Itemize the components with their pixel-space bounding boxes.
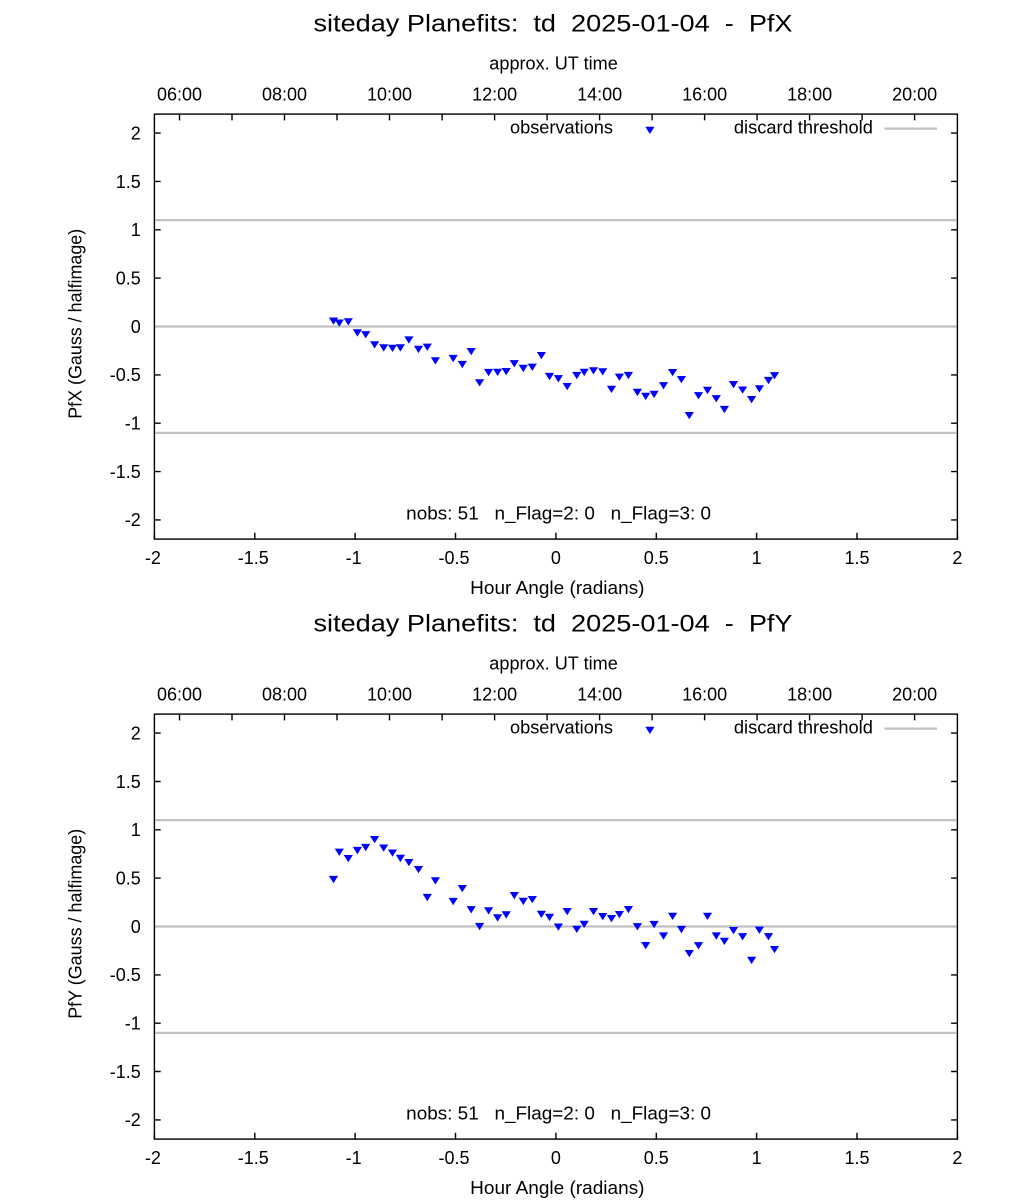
svg-text:1.5: 1.5 [844, 548, 869, 568]
svg-text:12:00: 12:00 [472, 685, 517, 705]
svg-text:0: 0 [131, 317, 141, 337]
svg-text:2: 2 [952, 548, 962, 568]
svg-text:1: 1 [752, 1148, 762, 1168]
svg-text:-0.5: -0.5 [110, 365, 141, 385]
svg-text:Hour Angle (radians): Hour Angle (radians) [470, 578, 644, 598]
svg-text:observations: observations [510, 718, 613, 738]
svg-text:PfY (Gauss / halfimage): PfY (Gauss / halfimage) [66, 829, 86, 1019]
svg-text:siteday Planefits: td 2025-0: siteday Planefits: td 2025-01-04 - PfY [314, 610, 793, 637]
svg-text:2: 2 [131, 123, 141, 143]
svg-text:-1.5: -1.5 [110, 462, 141, 482]
svg-text:1.5: 1.5 [116, 772, 141, 792]
svg-text:0.5: 0.5 [116, 268, 141, 288]
svg-text:nobs: 51 n_Flag=2: 0 n_Fla: nobs: 51 n_Flag=2: 0 n_Flag=3: 0 [406, 504, 711, 525]
svg-text:Hour Angle (radians): Hour Angle (radians) [470, 1178, 644, 1198]
svg-text:-1: -1 [125, 414, 141, 434]
svg-text:06:00: 06:00 [157, 85, 202, 105]
svg-text:06:00: 06:00 [157, 685, 202, 705]
svg-text:approx. UT time: approx. UT time [489, 54, 618, 74]
svg-text:-2: -2 [125, 1110, 141, 1130]
svg-text:1: 1 [131, 820, 141, 840]
svg-text:0: 0 [551, 548, 561, 568]
svg-text:-1: -1 [125, 1014, 141, 1034]
svg-text:-0.5: -0.5 [438, 548, 469, 568]
svg-text:discard threshold: discard threshold [734, 118, 873, 138]
svg-text:-0.5: -0.5 [438, 1148, 469, 1168]
svg-text:10:00: 10:00 [367, 85, 412, 105]
svg-text:1.5: 1.5 [844, 1148, 869, 1168]
svg-text:2: 2 [131, 723, 141, 743]
svg-text:-1: -1 [346, 1148, 362, 1168]
svg-text:1.5: 1.5 [116, 172, 141, 192]
svg-text:siteday Planefits: td 2025-0: siteday Planefits: td 2025-01-04 - PfX [314, 10, 793, 37]
svg-text:0.5: 0.5 [644, 1148, 669, 1168]
svg-text:0: 0 [551, 1148, 561, 1168]
svg-text:12:00: 12:00 [472, 85, 517, 105]
svg-text:16:00: 16:00 [682, 685, 727, 705]
svg-text:0.5: 0.5 [116, 868, 141, 888]
svg-text:observations: observations [510, 118, 613, 138]
svg-text:-1: -1 [346, 548, 362, 568]
svg-text:14:00: 14:00 [577, 85, 622, 105]
svg-text:-1.5: -1.5 [238, 548, 269, 568]
svg-text:1: 1 [131, 220, 141, 240]
svg-text:-1.5: -1.5 [238, 1148, 269, 1168]
svg-text:10:00: 10:00 [367, 685, 412, 705]
svg-text:-0.5: -0.5 [110, 965, 141, 985]
svg-text:2: 2 [952, 1148, 962, 1168]
svg-text:18:00: 18:00 [787, 85, 832, 105]
svg-text:08:00: 08:00 [262, 685, 307, 705]
svg-text:-2: -2 [125, 510, 141, 530]
svg-text:nobs: 51 n_Flag=2: 0 n_Fla: nobs: 51 n_Flag=2: 0 n_Flag=3: 0 [406, 1104, 711, 1125]
svg-text:-2: -2 [145, 548, 161, 568]
svg-text:20:00: 20:00 [892, 85, 937, 105]
svg-text:18:00: 18:00 [787, 685, 832, 705]
svg-text:0: 0 [131, 917, 141, 937]
svg-text:16:00: 16:00 [682, 85, 727, 105]
svg-text:-2: -2 [145, 1148, 161, 1168]
svg-text:0.5: 0.5 [644, 548, 669, 568]
svg-text:discard threshold: discard threshold [734, 718, 873, 738]
svg-text:14:00: 14:00 [577, 685, 622, 705]
svg-text:-1.5: -1.5 [110, 1062, 141, 1082]
svg-text:approx. UT time: approx. UT time [489, 654, 618, 674]
svg-text:1: 1 [752, 548, 762, 568]
svg-text:20:00: 20:00 [892, 685, 937, 705]
svg-text:08:00: 08:00 [262, 85, 307, 105]
svg-text:PfX (Gauss / halfimage): PfX (Gauss / halfimage) [66, 229, 86, 419]
